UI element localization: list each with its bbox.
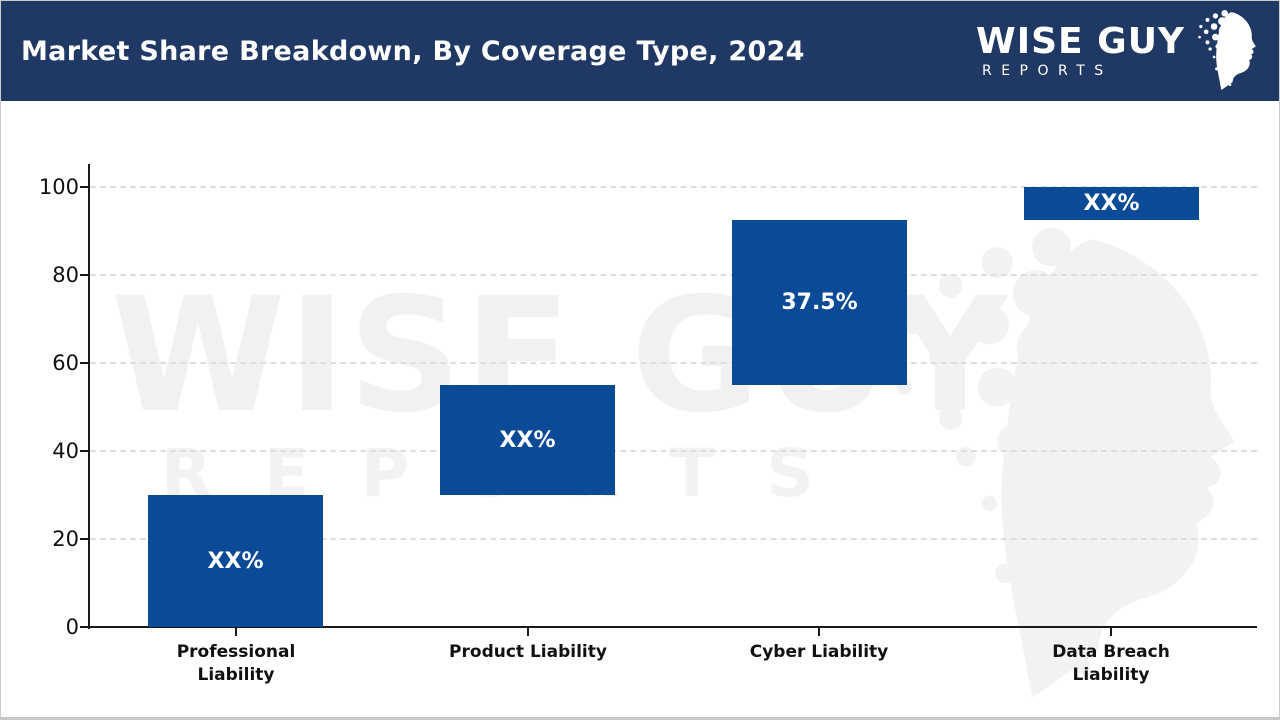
y-axis-tick-mark bbox=[80, 274, 89, 276]
y-axis-line bbox=[88, 164, 90, 629]
x-axis-category-label: Cyber Liability bbox=[749, 642, 889, 662]
x-axis-category-label: Product Liability bbox=[449, 642, 607, 662]
y-axis-tick-mark bbox=[80, 538, 89, 540]
gridline-100 bbox=[90, 186, 1257, 188]
y-axis-tick-label: 80 bbox=[52, 263, 79, 287]
bar-value-label: XX% bbox=[499, 427, 556, 453]
y-axis-tick-label: 0 bbox=[65, 615, 79, 639]
y-axis-tick-label: 60 bbox=[52, 351, 79, 375]
face-watermark-icon bbox=[896, 227, 1235, 698]
y-axis-tick-mark bbox=[80, 626, 89, 628]
brand-logo: WISE GUY REPORTS bbox=[976, 8, 1267, 94]
y-axis-tick-label: 100 bbox=[38, 175, 79, 199]
x-axis-tick-mark bbox=[235, 628, 237, 636]
y-axis-tick-label: 20 bbox=[52, 527, 79, 551]
bar-1: XX% bbox=[148, 495, 323, 627]
gridline-20 bbox=[90, 538, 1257, 540]
bar-value-label: 37.5% bbox=[781, 290, 858, 315]
x-axis-line bbox=[88, 626, 1257, 628]
bar-4: XX% bbox=[1024, 187, 1199, 220]
x-axis-tick-mark bbox=[1110, 628, 1112, 636]
x-axis-tick-mark bbox=[818, 628, 820, 636]
logo-wordmark: WISE GUY bbox=[975, 20, 1185, 62]
bar-value-label: XX% bbox=[207, 548, 264, 574]
y-axis-tick-mark bbox=[80, 450, 89, 452]
bar-2: XX% bbox=[440, 385, 615, 495]
x-axis-tick-mark bbox=[527, 628, 529, 636]
x-axis-category-label: Data Breach Liability bbox=[1052, 642, 1170, 685]
logo-wordmark-block: WISE GUY REPORTS bbox=[975, 20, 1185, 79]
gridline-40 bbox=[90, 450, 1257, 452]
header-bar: Market Share Breakdown, By Coverage Type… bbox=[1, 1, 1279, 101]
face-logo-icon bbox=[1198, 9, 1256, 91]
gridline-60 bbox=[90, 362, 1257, 364]
y-axis-tick-label: 40 bbox=[52, 439, 79, 463]
chart-title: Market Share Breakdown, By Coverage Type… bbox=[21, 35, 805, 67]
bar-3: 37.5% bbox=[732, 220, 907, 385]
y-axis-tick-mark bbox=[80, 186, 89, 188]
x-axis-category-label: Professional Liability bbox=[176, 642, 296, 685]
bar-value-label: XX% bbox=[1083, 191, 1140, 216]
gridline-80 bbox=[90, 274, 1257, 276]
logo-subtext: REPORTS bbox=[981, 62, 1113, 79]
y-axis-tick-mark bbox=[80, 362, 89, 364]
